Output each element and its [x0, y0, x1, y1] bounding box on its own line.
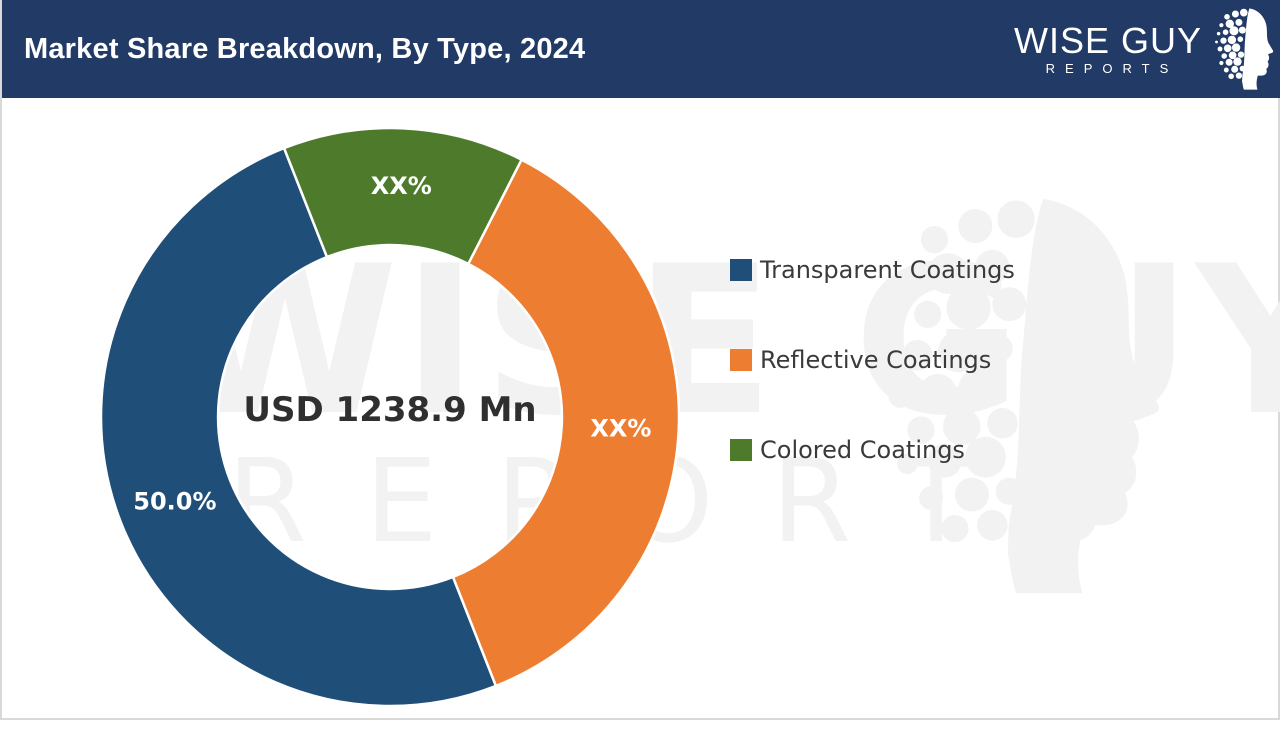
donut-chart-area: 50.0% XX% XX% [70, 97, 710, 737]
donut-chart: 50.0% XX% XX% [99, 126, 681, 708]
donut-segment-reflective-coatings [451, 158, 681, 688]
legend-item-reflective-coatings: Reflective Coatings [730, 346, 1015, 374]
segment-value-label: 50.0% [133, 488, 216, 516]
legend-label: Colored Coatings [760, 436, 965, 464]
legend-label: Transparent Coatings [760, 256, 1015, 284]
chart-legend: Transparent Coatings Reflective Coatings C… [730, 256, 1015, 527]
chart-center-value: USD 1238.9 Mn [243, 390, 537, 430]
wise-guy-reports-logo: WISE GUY REPORTS [1014, 0, 1280, 98]
legend-swatch [730, 349, 752, 371]
legend-swatch [730, 439, 752, 461]
logo-wordmark: WISE GUY [1013, 19, 1202, 61]
page-title: Market Share Breakdown, By Type, 2024 [24, 32, 586, 65]
logo-face-icon [1206, 7, 1276, 91]
segment-value-label: XX% [590, 414, 651, 442]
donut-segment-transparent-coatings [99, 146, 498, 708]
segment-value-label: XX% [371, 172, 432, 200]
logo-subtitle: REPORTS [1045, 60, 1179, 76]
legend-label: Reflective Coatings [760, 346, 992, 374]
legend-item-colored-coatings: Colored Coatings [730, 436, 1015, 464]
legend-swatch [730, 259, 752, 281]
header-bar: Market Share Breakdown, By Type, 2024 WI… [2, 0, 1280, 98]
legend-item-transparent-coatings: Transparent Coatings [730, 256, 1015, 284]
